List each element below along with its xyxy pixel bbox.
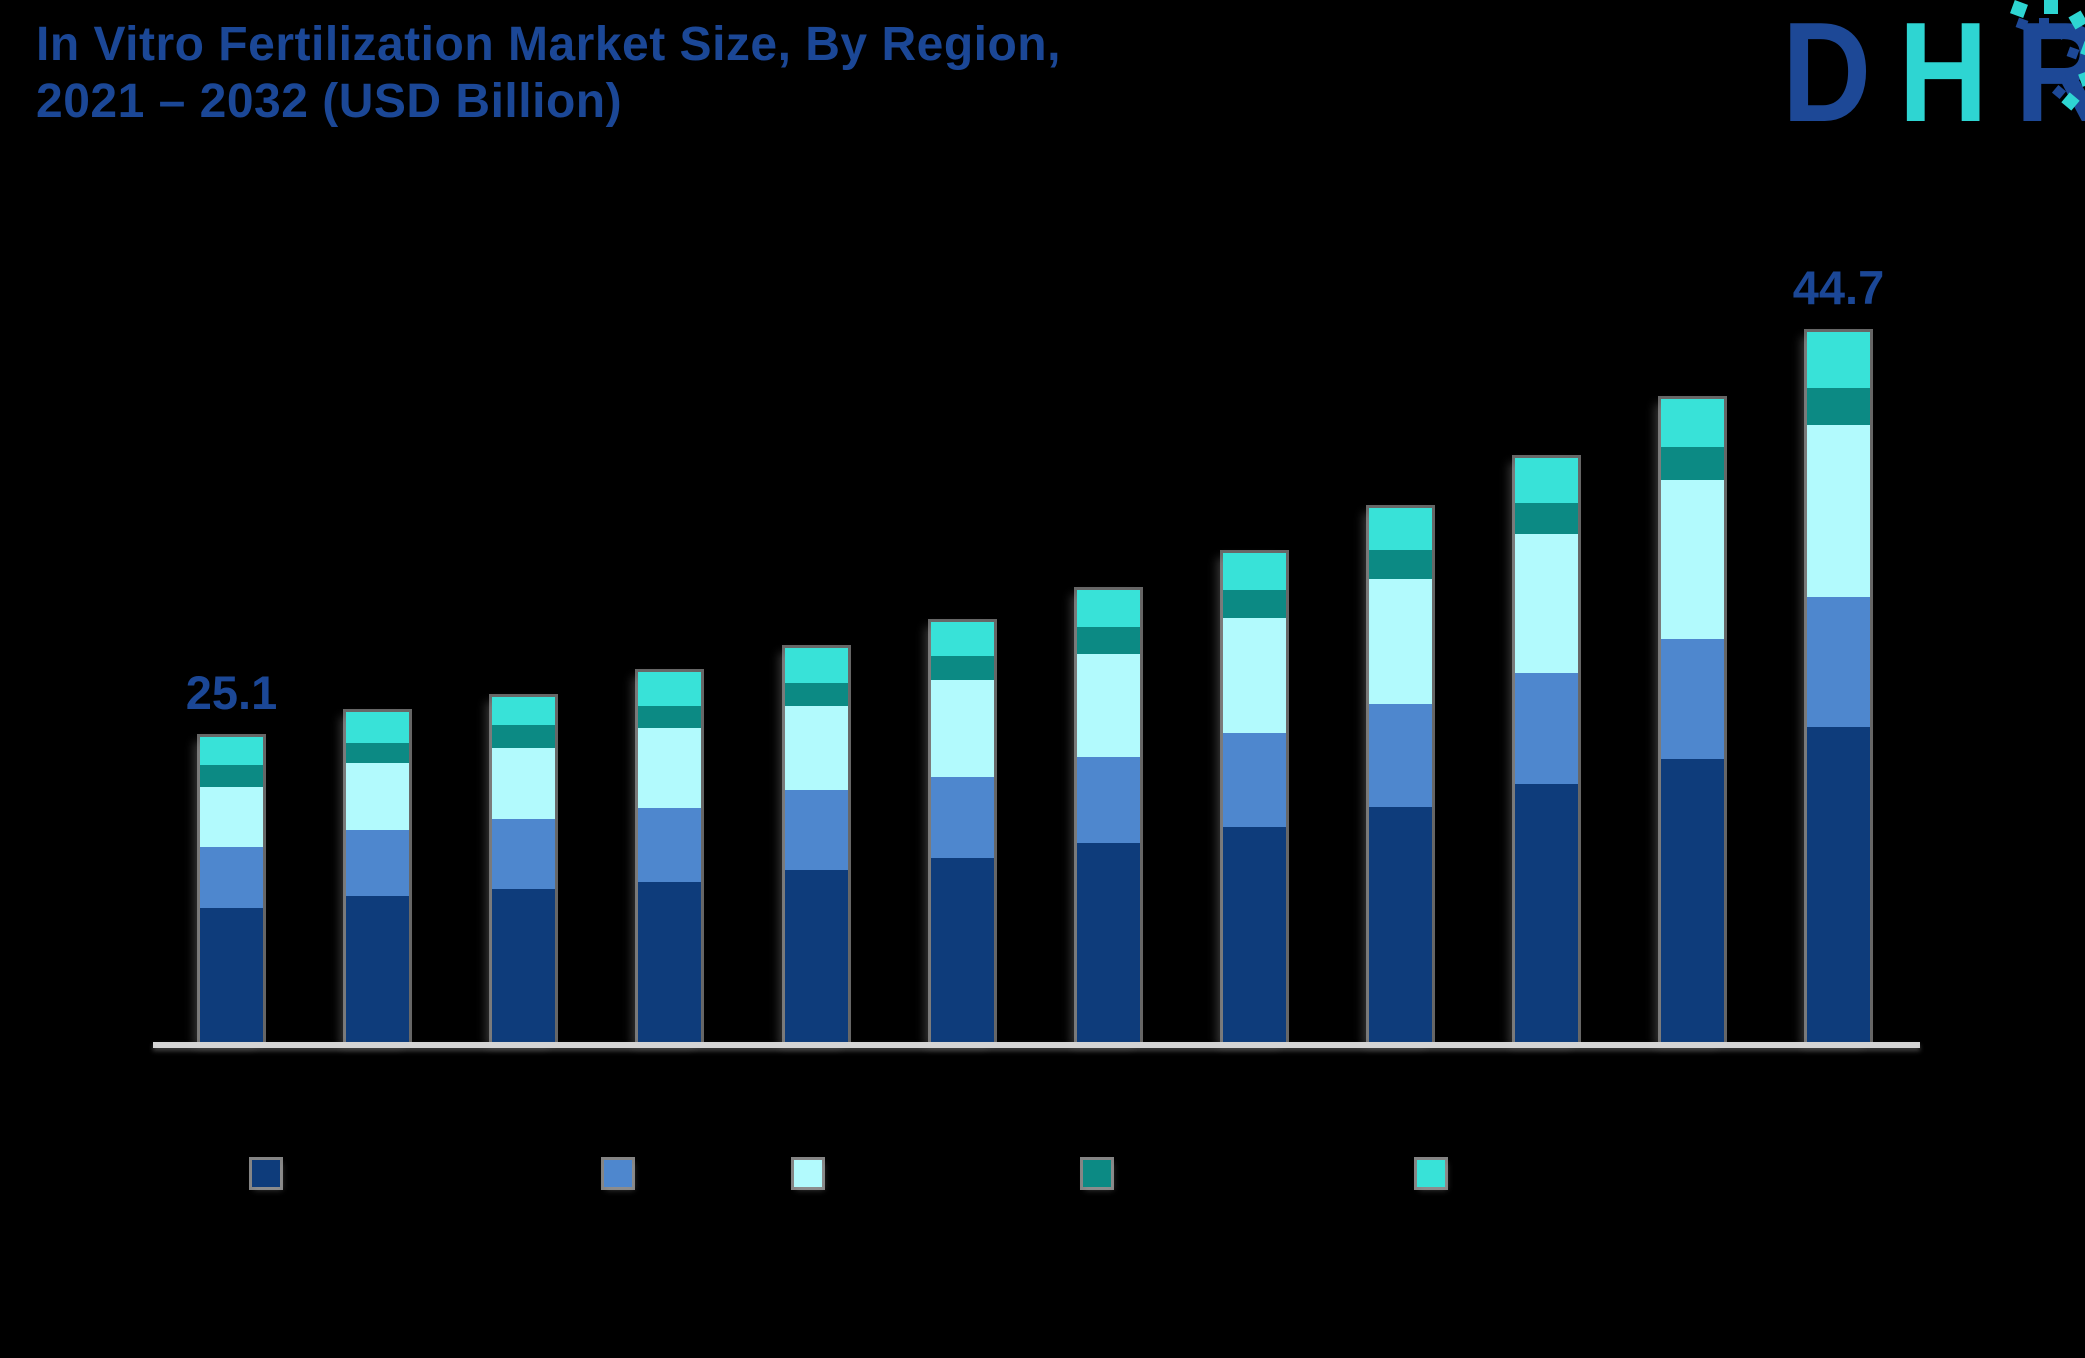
bar-segment-series-navy — [346, 896, 409, 1042]
bar-segment-series-turquoise — [1807, 332, 1870, 388]
bar-segment-series-turquoise — [200, 737, 263, 765]
bar-segment-series-teal — [638, 706, 701, 728]
bar-segment-series-light-cyan — [931, 680, 994, 777]
bar-segment-series-teal — [346, 743, 409, 763]
legend-swatch-medium-blue — [604, 1160, 632, 1187]
bar-segment-series-light-cyan — [785, 706, 848, 790]
chart-title-line-1: In Vitro Fertilization Market Size, By R… — [36, 18, 1061, 71]
bar-2024 — [638, 672, 701, 1042]
bar-segment-series-teal — [492, 725, 555, 748]
bar-segment-series-teal — [931, 656, 994, 680]
bar-segment-series-navy — [1077, 843, 1140, 1042]
bar-segment-series-medium-blue — [1515, 673, 1578, 784]
bar-segment-series-navy — [200, 908, 263, 1042]
legend-swatch-turquoise — [1417, 1160, 1445, 1187]
bar-segment-series-teal — [1369, 550, 1432, 579]
bar-2021 — [200, 737, 263, 1042]
bar-segment-series-navy — [1807, 727, 1870, 1042]
bar-segment-series-medium-blue — [346, 830, 409, 896]
bar-2031 — [1661, 399, 1724, 1042]
bar-segment-series-light-cyan — [1223, 618, 1286, 733]
bar-2028 — [1223, 553, 1286, 1042]
bar-segment-series-navy — [492, 889, 555, 1042]
bar-segment-series-medium-blue — [1223, 733, 1286, 827]
bar-segment-series-medium-blue — [785, 790, 848, 870]
bar-segment-series-turquoise — [1369, 508, 1432, 550]
bar-2032 — [1807, 332, 1870, 1042]
logo-dot — [2044, 0, 2058, 14]
bar-segment-series-turquoise — [1661, 399, 1724, 447]
bar-segment-series-teal — [1077, 627, 1140, 654]
bar-segment-series-medium-blue — [200, 847, 263, 908]
bar-2023 — [492, 697, 555, 1042]
bar-segment-series-teal — [1807, 388, 1870, 425]
bar-segment-series-light-cyan — [346, 763, 409, 830]
bar-segment-series-turquoise — [638, 672, 701, 706]
bar-segment-series-light-cyan — [200, 787, 263, 847]
bar-segment-series-medium-blue — [931, 777, 994, 858]
bar-segment-series-turquoise — [1223, 553, 1286, 590]
logo-letter-d: D — [1782, 0, 1871, 152]
bar-segment-series-turquoise — [1515, 458, 1578, 503]
bar-value-label-2021: 25.1 — [185, 666, 278, 719]
bar-2027 — [1077, 590, 1140, 1042]
bar-segment-series-turquoise — [1077, 590, 1140, 627]
bar-segment-series-light-cyan — [1515, 534, 1578, 673]
bar-segment-series-light-cyan — [1077, 654, 1140, 757]
logo-dot — [2039, 18, 2049, 28]
logo-letter-h: H — [1898, 0, 1988, 152]
bar-segment-series-navy — [931, 858, 994, 1042]
bar-segment-series-medium-blue — [1077, 757, 1140, 843]
bar-segment-series-teal — [200, 765, 263, 787]
bar-segment-series-medium-blue — [492, 819, 555, 889]
chart-title-line-2: 2021 – 2032 (USD Billion) — [36, 75, 623, 128]
bar-2029 — [1369, 508, 1432, 1042]
x-axis-baseline — [153, 1042, 1920, 1048]
bar-segment-series-light-cyan — [1661, 480, 1724, 639]
bar-segment-series-teal — [1515, 503, 1578, 534]
bar-segment-series-turquoise — [931, 622, 994, 656]
bar-segment-series-light-cyan — [492, 748, 555, 819]
legend-swatch-teal — [1083, 1160, 1111, 1187]
bar-segment-series-medium-blue — [1661, 639, 1724, 759]
bar-segment-series-medium-blue — [1807, 597, 1870, 727]
bar-segment-series-navy — [1223, 827, 1286, 1042]
bar-2025 — [785, 648, 848, 1042]
bar-segment-series-turquoise — [492, 697, 555, 725]
bar-segment-series-turquoise — [346, 712, 409, 743]
bar-segment-series-navy — [1515, 784, 1578, 1042]
bar-value-label-2032: 44.7 — [1792, 261, 1885, 314]
bar-segment-series-light-cyan — [1369, 579, 1432, 704]
bar-segment-series-medium-blue — [638, 808, 701, 882]
bar-segment-series-teal — [1223, 590, 1286, 618]
bar-segment-series-teal — [785, 683, 848, 706]
bar-segment-series-light-cyan — [1807, 425, 1870, 597]
bar-2022 — [346, 712, 409, 1042]
bar-segment-series-teal — [1661, 447, 1724, 480]
bar-2030 — [1515, 458, 1578, 1042]
bar-2026 — [931, 622, 994, 1042]
chart-title: In Vitro Fertilization Market Size, By R… — [36, 16, 1061, 130]
bar-segment-series-navy — [785, 870, 848, 1042]
bar-segment-series-navy — [638, 882, 701, 1042]
legend-swatch-light-cyan — [794, 1160, 822, 1187]
bar-segment-series-navy — [1661, 759, 1724, 1042]
bar-segment-series-light-cyan — [638, 728, 701, 808]
bar-segment-series-turquoise — [785, 648, 848, 683]
bar-segment-series-navy — [1369, 807, 1432, 1042]
legend-swatch-navy — [252, 1160, 280, 1187]
bar-segment-series-medium-blue — [1369, 704, 1432, 807]
